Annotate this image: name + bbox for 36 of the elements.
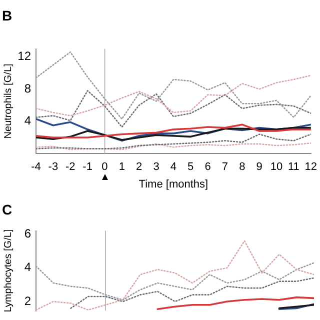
x-tick-label: 4 <box>170 161 177 174</box>
x-tick-label: -4 <box>31 161 41 174</box>
y-axis-title: Neutrophils [G/L] <box>2 63 14 139</box>
y-tick-label: 2 <box>24 294 32 308</box>
x-tick-label: -2 <box>65 161 76 174</box>
x-tick-label: 2 <box>136 161 142 174</box>
x-tick-label: 6 <box>204 161 211 174</box>
x-tick-label: 10 <box>270 161 283 174</box>
y-tick-label: 12 <box>18 49 32 64</box>
x-axis-title: Time [months] <box>138 178 208 190</box>
x-tick-label: 3 <box>153 161 160 174</box>
y-tick-label: 4 <box>24 260 32 274</box>
x-tick-label: 11 <box>288 161 300 174</box>
x-tick-label: -1 <box>82 161 92 174</box>
line-series <box>36 134 311 150</box>
line-series <box>36 142 311 150</box>
line-series <box>70 277 314 309</box>
chart-title: B <box>2 7 12 24</box>
y-tick-label: 8 <box>24 81 32 96</box>
line-series <box>36 51 311 120</box>
line-series <box>36 74 311 116</box>
x-tick-label: 8 <box>239 161 246 174</box>
x-tick-label: 5 <box>188 161 194 174</box>
line-series <box>36 262 314 301</box>
x-tick-label: 9 <box>256 161 262 174</box>
y-axis-title: Lymphocytes [G/L] <box>2 229 14 312</box>
x-tick-label: 12 <box>304 161 318 174</box>
line-series <box>36 240 314 311</box>
y-tick-label: 4 <box>24 114 32 128</box>
chart-title: C <box>2 201 12 218</box>
y-tick-label: 6 <box>24 226 32 240</box>
x-tick-label: 1 <box>118 161 125 174</box>
x-tick-label: -3 <box>48 161 58 174</box>
x-tick-label: 7 <box>222 161 228 174</box>
x-tick-label: 0 <box>102 161 108 174</box>
line-series <box>36 90 311 128</box>
